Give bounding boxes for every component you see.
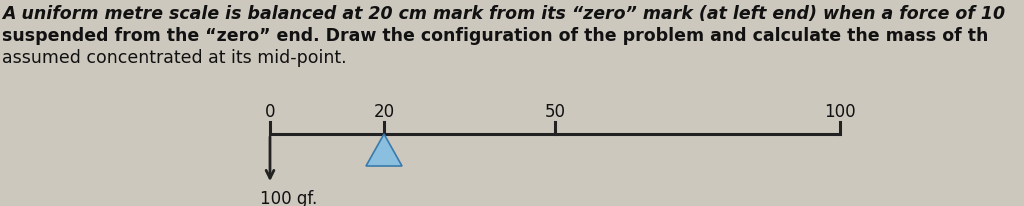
- Text: 0: 0: [265, 103, 275, 121]
- Polygon shape: [366, 134, 402, 166]
- Text: 20: 20: [374, 103, 394, 121]
- Text: suspended from the “zero” end. Draw the configuration of the problem and calcula: suspended from the “zero” end. Draw the …: [2, 27, 988, 45]
- Text: 50: 50: [545, 103, 565, 121]
- Text: assumed concentrated at its mid-point.: assumed concentrated at its mid-point.: [2, 49, 347, 67]
- Text: 100 gf.: 100 gf.: [260, 189, 317, 206]
- Text: A uniform metre scale is balanced at 20 cm mark from its “zero” mark (at left en: A uniform metre scale is balanced at 20 …: [2, 5, 1006, 23]
- Text: 100: 100: [824, 103, 856, 121]
